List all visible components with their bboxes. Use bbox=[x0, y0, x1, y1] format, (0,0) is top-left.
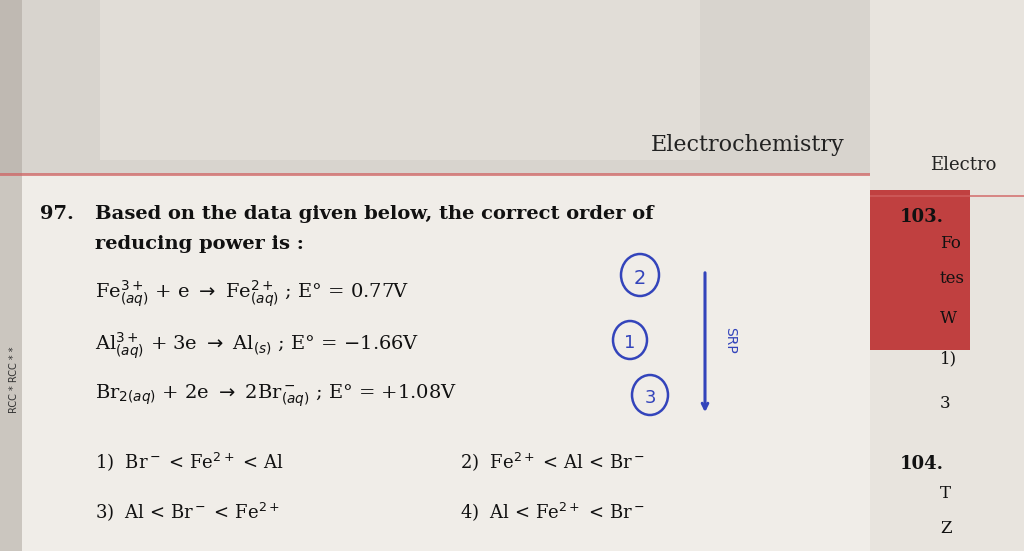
Bar bbox=[870, 0, 1024, 551]
Text: Based on the data given below, the correct order of: Based on the data given below, the corre… bbox=[95, 205, 653, 223]
Text: Al$^{3+}_{(aq)}$ + 3e $\rightarrow$ Al$_{(s)}$ ; E° = $-$1.66V: Al$^{3+}_{(aq)}$ + 3e $\rightarrow$ Al$_… bbox=[95, 330, 419, 360]
Text: Fo: Fo bbox=[940, 235, 961, 252]
Text: RCC * RCC * *: RCC * RCC * * bbox=[9, 347, 19, 413]
Text: 2)  Fe$^{2+}$ < Al < Br$^-$: 2) Fe$^{2+}$ < Al < Br$^-$ bbox=[460, 450, 645, 473]
Text: 1: 1 bbox=[625, 334, 636, 352]
Text: Z: Z bbox=[940, 520, 951, 537]
Text: SRP: SRP bbox=[723, 327, 737, 353]
Text: Electro: Electro bbox=[930, 156, 996, 174]
Text: W: W bbox=[940, 310, 957, 327]
Text: 1): 1) bbox=[940, 350, 957, 367]
Text: 3: 3 bbox=[940, 395, 950, 412]
Text: 3: 3 bbox=[644, 389, 655, 407]
Bar bbox=[0, 173, 870, 176]
Text: tes: tes bbox=[940, 270, 965, 287]
Text: Electrochemistry: Electrochemistry bbox=[651, 134, 845, 156]
Text: reducing power is :: reducing power is : bbox=[95, 235, 304, 253]
Text: 4)  Al < Fe$^{2+}$ < Br$^-$: 4) Al < Fe$^{2+}$ < Br$^-$ bbox=[460, 500, 645, 523]
Bar bbox=[0, 175, 870, 551]
Text: 104.: 104. bbox=[900, 455, 944, 473]
Text: 103.: 103. bbox=[900, 208, 944, 226]
Bar bbox=[0, 0, 22, 551]
Text: T: T bbox=[940, 485, 951, 502]
Bar bbox=[870, 195, 1024, 197]
Bar bbox=[870, 190, 970, 350]
Text: 97.: 97. bbox=[40, 205, 74, 223]
Text: Br$_{2(aq)}$ + 2e $\rightarrow$ 2Br$^-_{(aq)}$ ; E° = +1.08V: Br$_{2(aq)}$ + 2e $\rightarrow$ 2Br$^-_{… bbox=[95, 382, 457, 409]
Bar bbox=[0, 0, 870, 175]
Text: 3)  Al < Br$^-$ < Fe$^{2+}$: 3) Al < Br$^-$ < Fe$^{2+}$ bbox=[95, 500, 280, 523]
Text: 2: 2 bbox=[634, 268, 646, 288]
Bar bbox=[100, 0, 700, 160]
Text: 1)  Br$^-$ < Fe$^{2+}$ < Al: 1) Br$^-$ < Fe$^{2+}$ < Al bbox=[95, 450, 284, 473]
Text: Fe$^{3+}_{(aq)}$ + e $\rightarrow$ Fe$^{2+}_{(aq)}$ ; E° = 0.77V: Fe$^{3+}_{(aq)}$ + e $\rightarrow$ Fe$^{… bbox=[95, 278, 409, 309]
